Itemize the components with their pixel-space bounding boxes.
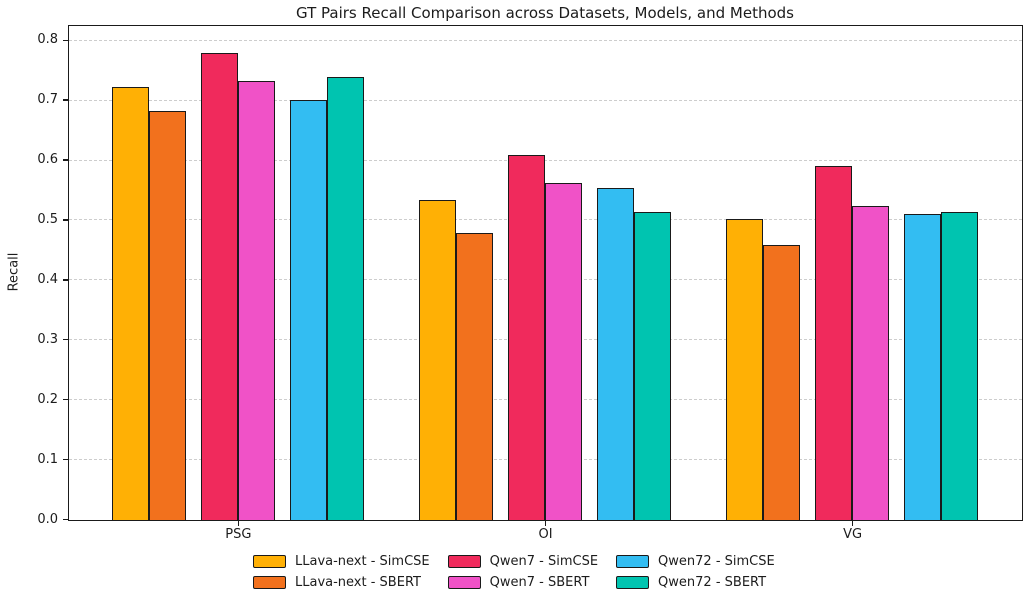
bar: [326, 77, 364, 520]
legend-swatch: [447, 555, 481, 568]
y-tick-mark: [63, 219, 68, 221]
legend-label: LLava-next - SimCSE: [295, 554, 430, 569]
y-tick-mark: [63, 518, 68, 521]
legend-item: Qwen7 - SBERT: [447, 573, 598, 592]
legend-label: Qwen7 - SimCSE: [489, 554, 599, 569]
legend-label: Qwen72 - SBERT: [658, 575, 767, 590]
x-tick-mark: [851, 521, 854, 526]
y-tick-label: 0.3: [37, 331, 58, 347]
legend-swatch: [253, 555, 286, 568]
gridline: [69, 39, 1022, 41]
legend-item: Qwen72 - SBERT: [616, 573, 775, 592]
y-tick-mark: [63, 458, 68, 461]
legend-item: LLava-next - SBERT: [253, 573, 430, 592]
x-tick-mark: [237, 521, 240, 526]
x-tick-label: PSG: [225, 527, 252, 542]
legend-item: LLava-next - SimCSE: [253, 552, 430, 571]
legend-label: LLava-next - SBERT: [295, 575, 421, 590]
legend-item: Qwen7 - SimCSE: [447, 552, 599, 571]
y-tick-label: 0.4: [37, 271, 58, 287]
y-tick-mark: [63, 99, 68, 101]
bar: [148, 111, 186, 520]
bar: [852, 206, 890, 520]
legend: LLava-next - SimCSE LLava-next - SBERT Qwe…: [253, 552, 775, 592]
y-tick-mark: [63, 398, 68, 401]
chart-title: GT Pairs Recall Comparison across Datase…: [296, 4, 794, 22]
bar: [289, 100, 327, 520]
y-tick-label: 0.6: [37, 152, 58, 168]
bar: [815, 166, 853, 520]
x-tick-label: OI: [538, 527, 553, 542]
bar: [545, 183, 582, 520]
bar: [726, 219, 764, 520]
bar: [237, 81, 275, 520]
bar: [456, 233, 493, 520]
gridline: [69, 99, 1022, 101]
legend-item: Qwen72 - SimCSE: [616, 552, 775, 571]
legend-swatch: [616, 576, 650, 589]
legend-swatch: [253, 576, 286, 589]
y-tick-mark: [63, 39, 68, 41]
plot-area: [68, 25, 1023, 521]
legend-swatch: [447, 576, 481, 589]
plot-canvas: [69, 26, 1022, 520]
y-tick-label: 0.1: [37, 451, 58, 467]
bar: [508, 155, 545, 520]
x-tick-label: VG: [843, 527, 863, 542]
legend-label: Qwen72 - SimCSE: [658, 554, 775, 569]
legend-label: Qwen7 - SBERT: [489, 575, 590, 590]
y-tick-label: 0.2: [37, 391, 58, 407]
y-tick-label: 0.8: [37, 32, 58, 48]
y-tick-label: 0.0: [37, 511, 58, 527]
bar: [941, 212, 979, 520]
y-tick-label: 0.7: [37, 92, 58, 108]
gridline: [69, 159, 1022, 161]
bar: [904, 214, 942, 520]
bar: [419, 200, 456, 520]
y-tick-label: 0.5: [37, 211, 58, 227]
y-tick-mark: [63, 159, 68, 161]
bar: [111, 87, 149, 520]
y-tick-mark: [63, 279, 68, 281]
y-tick-mark: [63, 339, 68, 341]
bar: [200, 53, 238, 520]
bar: [634, 212, 671, 520]
legend-swatch: [616, 555, 650, 568]
x-tick-mark: [544, 521, 547, 526]
bar: [597, 188, 634, 520]
bar: [763, 245, 801, 520]
